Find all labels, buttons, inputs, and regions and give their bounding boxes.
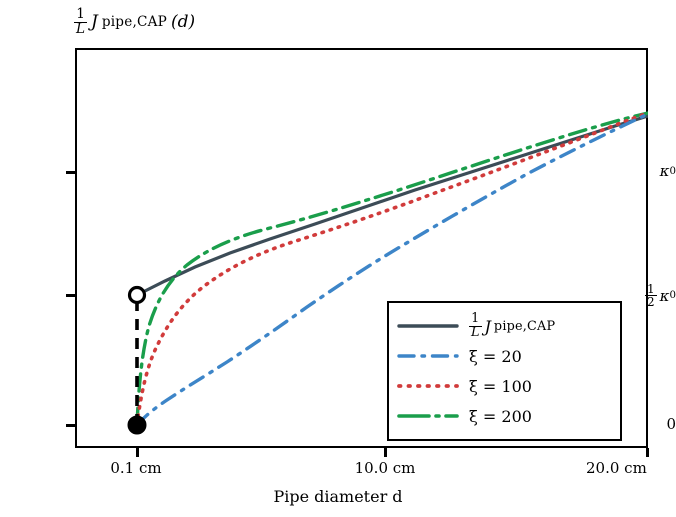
- x-tick-label-1: 10.0 cm: [354, 459, 416, 477]
- x-tick-mark-1: [384, 448, 387, 457]
- open-circle-marker: [127, 285, 147, 305]
- y-tick-mark-kappa0: [66, 171, 75, 174]
- legend-frac-den: L: [469, 324, 482, 340]
- x-tick-mark-2: [646, 448, 649, 457]
- y-tick-label-zero: 0: [666, 415, 676, 433]
- legend-entry-xi20[interactable]: ξ = 20: [397, 341, 610, 371]
- legend-symbol-J: J: [484, 316, 491, 336]
- series-xi200-line: [135, 111, 648, 427]
- half-kappa-subscript: 0: [669, 290, 676, 301]
- half-kappa-symbol: κ: [659, 286, 670, 305]
- legend-subscript: pipe,CAP: [493, 318, 556, 334]
- legend-entry-xi200[interactable]: ξ = 200: [397, 401, 610, 431]
- legend-swatch-xi200: [397, 414, 459, 418]
- x-tick-label-2: 20.0 cm: [586, 459, 647, 477]
- legend-swatch-xi100: [397, 384, 459, 388]
- plot-area: [127, 111, 648, 435]
- legend-swatch-xi20: [397, 354, 459, 358]
- title-subscript: pipe,CAP: [101, 14, 167, 31]
- half-denominator: 2: [645, 295, 657, 309]
- y-tick-mark-half-kappa0: [66, 294, 75, 297]
- title-frac-denominator: L: [74, 20, 88, 37]
- x-tick-label-0: 0.1 cm: [110, 459, 162, 477]
- legend-frac-num: 1: [471, 310, 480, 326]
- title-fraction: 1 L: [74, 6, 88, 37]
- series-jpipecap-line: [135, 114, 648, 297]
- legend-entry-xi100[interactable]: ξ = 100: [397, 371, 610, 401]
- series-xi100-line: [135, 111, 648, 427]
- legend-label-xi20: ξ = 20: [469, 346, 522, 366]
- title-symbol-J: J: [91, 12, 98, 33]
- legend-label-xi100: ξ = 100: [469, 376, 532, 396]
- title-argument: (d): [170, 12, 196, 33]
- x-axis-title: Pipe diameter d: [273, 487, 403, 506]
- x-tick-mark-0: [136, 448, 139, 457]
- series-xi20-line: [135, 112, 648, 427]
- half-fraction: 1 2: [645, 283, 657, 308]
- legend-fraction: 1 L: [469, 310, 482, 340]
- filled-circle-marker: [127, 415, 147, 435]
- legend-swatch-jpipecap: [397, 324, 459, 328]
- half-numerator: 1: [647, 282, 655, 296]
- legend-label-xi200: ξ = 200: [469, 406, 532, 426]
- title-frac-numerator: 1: [76, 6, 85, 22]
- y-tick-mark-zero: [66, 424, 75, 427]
